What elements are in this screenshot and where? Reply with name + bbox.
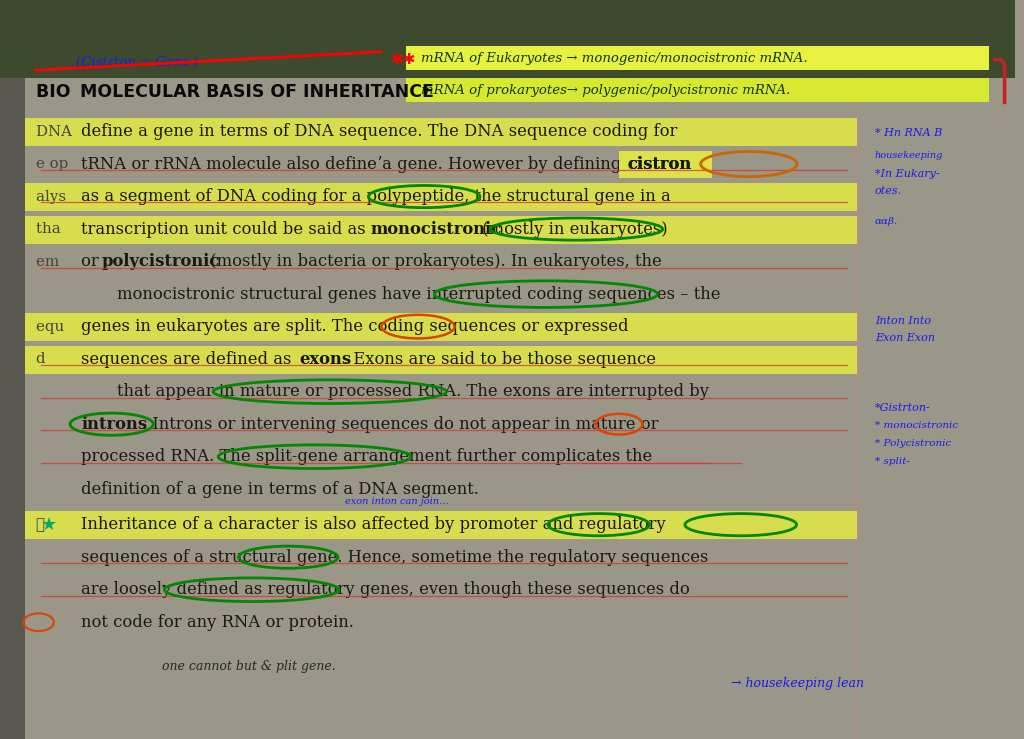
- Text: ★: ★: [41, 516, 56, 534]
- Text: ⎫: ⎫: [989, 58, 1019, 104]
- FancyBboxPatch shape: [26, 118, 857, 146]
- Text: exons: exons: [299, 350, 351, 368]
- Text: BIO  MOLECULAR BASIS OF INHERITANCE: BIO MOLECULAR BASIS OF INHERITANCE: [36, 83, 433, 101]
- Text: (mostly in bacteria or prokaryotes). In eukaryotes, the: (mostly in bacteria or prokaryotes). In …: [205, 253, 662, 270]
- Text: otes.: otes.: [874, 185, 902, 196]
- Text: Exon Exon: Exon Exon: [874, 333, 935, 344]
- Text: sequences are defined as: sequences are defined as: [81, 350, 297, 368]
- Text: → housekeeping lean: → housekeeping lean: [730, 677, 863, 690]
- Text: monocistronic structural genes have interrupted coding sequences – the: monocistronic structural genes have inte…: [117, 285, 720, 303]
- FancyBboxPatch shape: [26, 183, 857, 211]
- Text: ✱✱: ✱✱: [391, 52, 416, 67]
- Text: introns: introns: [81, 415, 147, 433]
- FancyBboxPatch shape: [0, 0, 26, 739]
- Text: * Polycistronic: * Polycistronic: [874, 439, 951, 448]
- Text: *In Eukary-: *In Eukary-: [874, 168, 939, 179]
- Text: definition of a gene in terms of a DNA segment.: definition of a gene in terms of a DNA s…: [81, 480, 479, 498]
- Text: cistron: cistron: [627, 155, 691, 173]
- Text: * split-: * split-: [874, 457, 909, 466]
- Text: * monocistronic: * monocistronic: [874, 421, 957, 430]
- FancyBboxPatch shape: [406, 78, 989, 102]
- Text: one cannot but & plit gene.: one cannot but & plit gene.: [163, 660, 336, 673]
- Text: polycistronic: polycistronic: [101, 253, 220, 270]
- Text: as a segment of DNA coding for a polypeptide, the structural gene in a: as a segment of DNA coding for a polypep…: [81, 188, 671, 205]
- Text: equ: equ: [36, 320, 67, 333]
- Text: em: em: [36, 255, 61, 268]
- Text: are loosely defined as regulatory genes, even though these sequences do: are loosely defined as regulatory genes,…: [81, 581, 690, 599]
- Text: mRNA of Eukaryotes → monogenic/monocistronic mRNA.: mRNA of Eukaryotes → monogenic/monocistr…: [421, 52, 808, 65]
- FancyBboxPatch shape: [26, 511, 857, 539]
- FancyBboxPatch shape: [0, 0, 1015, 78]
- Text: tha: tha: [36, 222, 63, 236]
- Text: or: or: [81, 253, 104, 270]
- Text: Inton Into: Inton Into: [874, 316, 931, 327]
- Text: * Hn RNA B: * Hn RNA B: [874, 128, 942, 138]
- Text: ★: ★: [36, 518, 47, 531]
- Text: DNA: DNA: [36, 125, 75, 138]
- Text: exon inton can join…: exon inton can join…: [345, 497, 449, 505]
- Text: . Exons are said to be those sequence: . Exons are said to be those sequence: [343, 350, 656, 368]
- Text: cistron: cistron: [627, 155, 691, 173]
- FancyBboxPatch shape: [618, 151, 713, 178]
- Text: alys: alys: [36, 190, 69, 203]
- Text: . Introns or intervening sequences do not appear in mature or: . Introns or intervening sequences do no…: [142, 415, 658, 433]
- Text: Inheritance of a character is also affected by promoter and regulatory: Inheritance of a character is also affec…: [81, 516, 666, 534]
- Text: sequences of a structural gene. Hence, sometime the regulatory sequences: sequences of a structural gene. Hence, s…: [81, 548, 709, 566]
- Text: (Cistrton = Gene ): (Cistrton = Gene ): [76, 56, 199, 69]
- FancyBboxPatch shape: [26, 313, 857, 341]
- FancyBboxPatch shape: [26, 346, 857, 374]
- FancyBboxPatch shape: [26, 216, 857, 244]
- Text: ααβ.: ααβ.: [874, 217, 898, 226]
- Text: define a gene in terms of DNA sequence. The DNA sequence coding for: define a gene in terms of DNA sequence. …: [81, 123, 678, 140]
- Text: monocistronic: monocistronic: [371, 220, 502, 238]
- Text: not code for any RNA or protein.: not code for any RNA or protein.: [81, 613, 354, 631]
- Text: mRNA of prokaryotes→ polygenic/polycistronic mRNA.: mRNA of prokaryotes→ polygenic/polycistr…: [421, 84, 791, 97]
- Text: d: d: [36, 353, 57, 366]
- FancyBboxPatch shape: [406, 46, 989, 70]
- Text: genes in eukaryotes are split. The coding sequences or expressed: genes in eukaryotes are split. The codin…: [81, 318, 629, 336]
- Text: that appear in mature or processed RNA. The exons are interrupted by: that appear in mature or processed RNA. …: [117, 383, 709, 401]
- Text: tRNA or rRNA molecule also defineʼa gene. However by defining a: tRNA or rRNA molecule also defineʼa gene…: [81, 155, 642, 173]
- Text: processed RNA. The split-gene arrangement further complicates the: processed RNA. The split-gene arrangemen…: [81, 448, 652, 466]
- Text: housekeeping: housekeeping: [874, 151, 943, 160]
- Text: (mostly in eukaryotes): (mostly in eukaryotes): [477, 220, 668, 238]
- Text: *Gistrton-: *Gistrton-: [874, 403, 931, 413]
- Text: transcription unit could be said as: transcription unit could be said as: [81, 220, 371, 238]
- Text: e op: e op: [36, 157, 71, 171]
